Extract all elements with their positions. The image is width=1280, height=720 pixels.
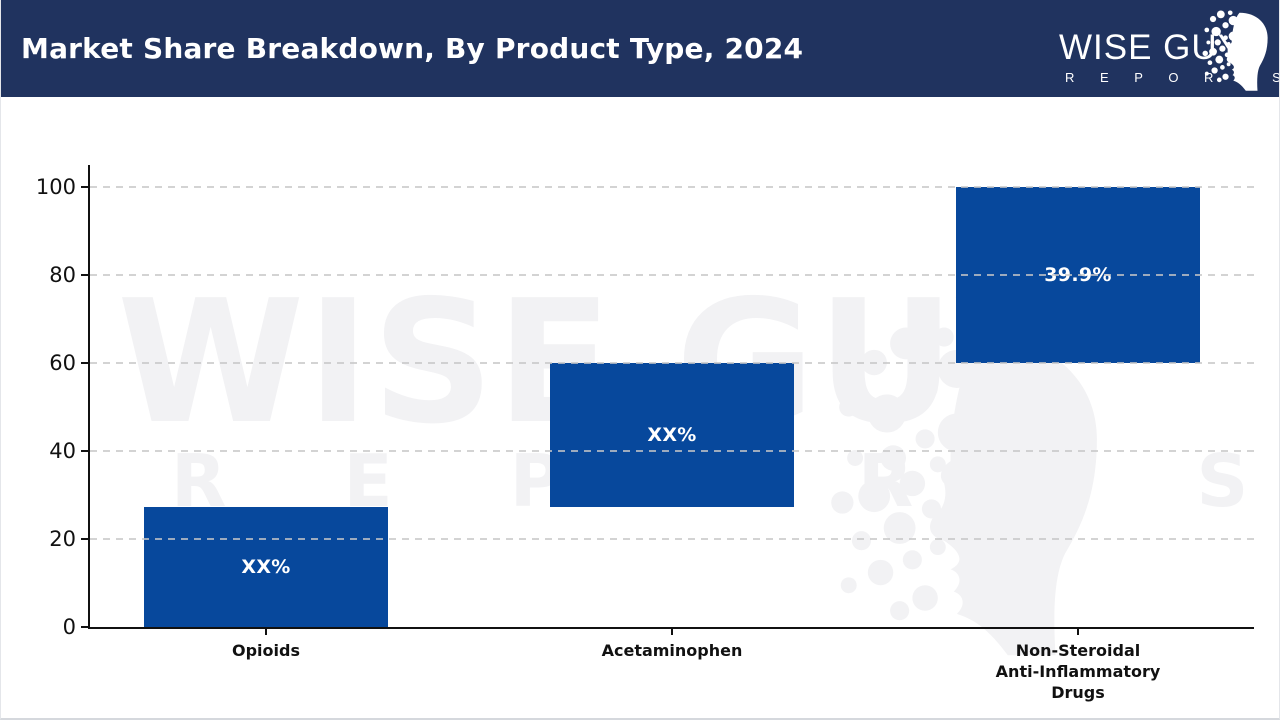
y-tick xyxy=(81,274,88,276)
gridline xyxy=(90,362,1254,364)
category-label: Non-Steroidal Anti-Inflammatory Drugs xyxy=(995,641,1161,702)
category-label: Opioids xyxy=(232,641,300,660)
gridline xyxy=(90,538,1254,540)
gridline xyxy=(90,450,1254,452)
y-axis-line xyxy=(88,165,90,629)
x-tick xyxy=(1077,629,1079,635)
bar-value-label: XX% xyxy=(647,423,697,446)
y-tick xyxy=(81,626,88,628)
y-tick-label: 60 xyxy=(49,351,76,375)
header-bar: Market Share Breakdown, By Product Type,… xyxy=(1,0,1279,97)
y-tick-label: 40 xyxy=(49,439,76,463)
x-axis-line xyxy=(88,627,1254,629)
x-tick xyxy=(671,629,673,635)
y-tick xyxy=(81,450,88,452)
bar-value-label: XX% xyxy=(241,555,291,578)
y-tick-label: 0 xyxy=(62,615,76,639)
y-tick-label: 80 xyxy=(49,263,76,287)
y-tick-label: 20 xyxy=(49,527,76,551)
y-tick xyxy=(81,538,88,540)
gridline xyxy=(90,186,1254,188)
watermark-face-icon xyxy=(831,327,1097,656)
logo-face-icon xyxy=(1202,10,1268,91)
x-tick xyxy=(265,629,267,635)
category-label: Acetaminophen xyxy=(601,641,743,660)
wise-guy-logo: WISE GUY R E P O R T S xyxy=(1027,6,1279,94)
page-title: Market Share Breakdown, By Product Type,… xyxy=(21,32,804,65)
chart-bar: XX% xyxy=(550,363,794,507)
y-tick xyxy=(81,186,88,188)
chart-bar: XX% xyxy=(144,506,388,627)
y-tick xyxy=(81,362,88,364)
gridline xyxy=(90,274,1254,276)
y-tick-label: 100 xyxy=(35,175,76,199)
chart-area: WISE GUY R E P O R T S XX%XX%39.9%020406… xyxy=(1,97,1279,718)
